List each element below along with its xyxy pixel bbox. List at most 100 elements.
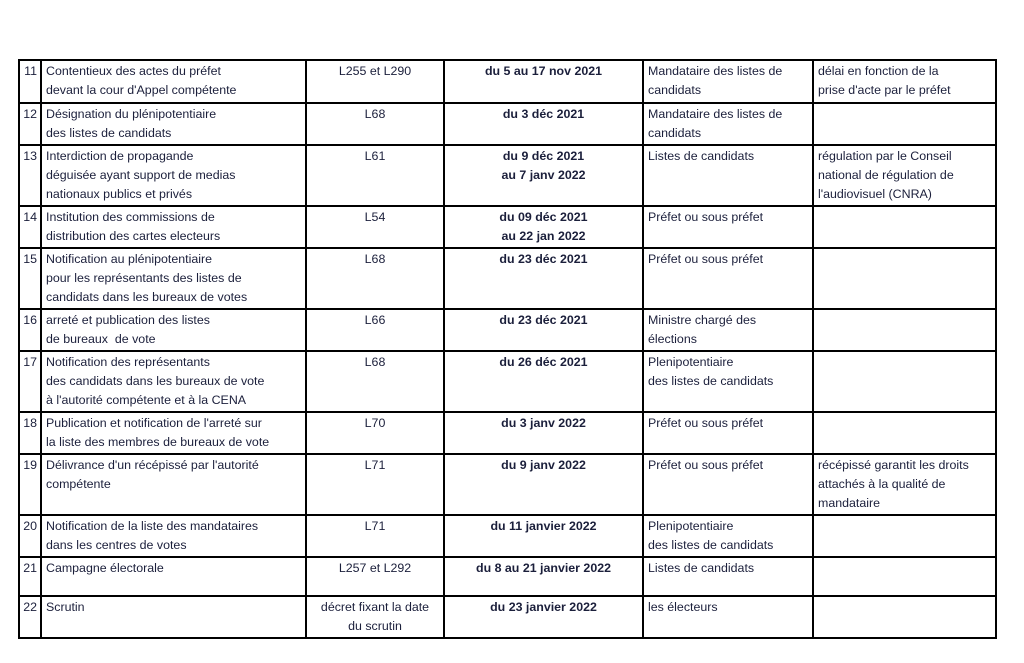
row-number: 19 [23, 458, 37, 472]
row-reference-cell: L61 [305, 144, 445, 207]
row-objet: arreté et publication des listes de bure… [46, 313, 210, 346]
row-number: 17 [23, 355, 37, 369]
row-date-cell: du 09 déc 2021 au 22 jan 2022 [443, 205, 644, 249]
row-objet: Interdiction de propagande déguisée ayan… [46, 149, 236, 201]
row-observation-cell [812, 102, 997, 146]
row-reference: L66 [364, 313, 386, 327]
row-date: du 3 janv 2022 [501, 416, 586, 430]
row-acteur-cell: Plenipotentiaire des listes de candidats [642, 350, 814, 413]
row-objet-cell: Campagne électorale [40, 556, 307, 597]
row-objet: Désignation du plénipotentiaire des list… [46, 107, 217, 140]
table-row: 21 Campagne électorale L257 et L292 du 8 au… [18, 556, 997, 597]
electoral-calendar-table: 11 Contentieux des actes du préfet devant… [18, 59, 997, 639]
row-number-cell: 14 [18, 205, 42, 249]
row-observation [814, 352, 995, 354]
row-date-cell: du 9 janv 2022 [443, 453, 644, 516]
row-reference-cell: L68 [305, 350, 445, 413]
row-acteur: Ministre chargé des élections [648, 313, 757, 346]
row-objet: Scrutin [46, 600, 85, 614]
row-number-cell: 22 [18, 595, 42, 639]
row-reference-cell: L54 [305, 205, 445, 249]
row-date-cell: du 23 déc 2021 [443, 247, 644, 310]
row-number: 18 [23, 416, 37, 430]
row-date-cell: du 23 déc 2021 [443, 308, 644, 352]
row-acteur-cell: Mandataire des listes de candidats [642, 59, 814, 104]
row-reference-cell: L68 [305, 247, 445, 310]
row-objet-cell: Contentieux des actes du préfet devant l… [40, 59, 307, 104]
row-date-cell: du 11 janvier 2022 [443, 514, 644, 558]
table-row: 22 Scrutin décret fixant la date du scruti… [18, 595, 997, 639]
row-reference-cell: décret fixant la date du scrutin [305, 595, 445, 639]
table-row: 12 Désignation du plénipotentiaire des li… [18, 102, 997, 146]
table-row: 19 Délivrance d'un récépissé par l'autori… [18, 453, 997, 516]
row-acteur: Préfet ou sous préfet [648, 416, 764, 430]
row-number-cell: 20 [18, 514, 42, 558]
row-acteur: Listes de candidats [648, 561, 755, 575]
row-reference: L68 [364, 252, 386, 266]
row-number: 21 [23, 561, 37, 575]
row-date-cell: du 8 au 21 janvier 2022 [443, 556, 644, 597]
row-observation-cell [812, 411, 997, 455]
row-number-cell: 19 [18, 453, 42, 516]
row-objet-cell: Notification des représentants des candi… [40, 350, 307, 413]
row-reference: L68 [364, 107, 386, 121]
table-row: 16 arreté et publication des listes de bu… [18, 308, 997, 352]
row-number: 14 [23, 210, 37, 224]
row-number-cell: 12 [18, 102, 42, 146]
row-reference: L54 [364, 210, 386, 224]
row-reference: L61 [364, 149, 386, 163]
row-number: 11 [24, 64, 37, 78]
row-observation-cell [812, 247, 997, 310]
row-date-cell: du 9 déc 2021 au 7 janv 2022 [443, 144, 644, 207]
row-reference: L257 et L292 [338, 561, 412, 575]
row-observation-cell [812, 556, 997, 597]
row-date: du 5 au 17 nov 2021 [484, 64, 603, 78]
row-date: du 26 déc 2021 [499, 355, 588, 369]
row-objet: Notification de la liste des mandataires… [46, 519, 259, 552]
row-acteur-cell: les électeurs [642, 595, 814, 639]
row-number-cell: 21 [18, 556, 42, 597]
row-date: du 8 au 21 janvier 2022 [476, 561, 611, 575]
row-reference: L71 [364, 458, 386, 472]
row-objet-cell: arreté et publication des listes de bure… [40, 308, 307, 352]
row-date: du 09 déc 2021 au 22 jan 2022 [499, 210, 588, 243]
row-number-cell: 15 [18, 247, 42, 310]
row-date: du 11 janvier 2022 [490, 519, 597, 533]
row-objet-cell: Interdiction de propagande déguisée ayan… [40, 144, 307, 207]
row-reference-cell: L71 [305, 453, 445, 516]
row-acteur-cell: Ministre chargé des élections [642, 308, 814, 352]
row-objet: Notification au plénipotentiaire pour le… [46, 252, 248, 304]
row-observation [814, 310, 995, 312]
row-acteur: Préfet ou sous préfet [648, 458, 764, 472]
row-number: 20 [23, 519, 37, 533]
row-observation: récépissé garantit les droits attachés à… [818, 458, 969, 510]
row-number-cell: 13 [18, 144, 42, 207]
row-date-cell: du 5 au 17 nov 2021 [443, 59, 644, 104]
row-number: 13 [23, 149, 37, 163]
row-acteur: Mandataire des listes de candidats [648, 64, 783, 97]
row-number: 15 [23, 252, 37, 266]
row-observation [814, 558, 995, 560]
table-body: 11 Contentieux des actes du préfet devant… [18, 59, 997, 639]
table-row: 18 Publication et notification de l'arret… [18, 411, 997, 455]
row-date: du 9 janv 2022 [501, 458, 586, 472]
row-acteur-cell: Préfet ou sous préfet [642, 411, 814, 455]
row-observation-cell: régulation par le Conseil national de ré… [812, 144, 997, 207]
table-row: 20 Notification de la liste des mandatair… [18, 514, 997, 558]
row-acteur: Plenipotentiaire des listes de candidats [648, 519, 774, 552]
row-reference-cell: L68 [305, 102, 445, 146]
row-reference: L255 et L290 [338, 64, 412, 78]
row-acteur-cell: Préfet ou sous préfet [642, 453, 814, 516]
row-objet-cell: Notification de la liste des mandataires… [40, 514, 307, 558]
row-number: 22 [23, 600, 37, 614]
row-date: du 23 déc 2021 [499, 252, 588, 266]
row-observation-cell [812, 308, 997, 352]
row-date-cell: du 26 déc 2021 [443, 350, 644, 413]
row-reference: L71 [364, 519, 386, 533]
row-objet: Notification des représentants des candi… [46, 355, 265, 407]
row-objet: Publication et notification de l'arreté … [46, 416, 270, 449]
row-observation-cell [812, 595, 997, 639]
row-observation-cell [812, 350, 997, 413]
row-observation [814, 249, 995, 251]
row-objet: Contentieux des actes du préfet devant l… [46, 64, 237, 97]
